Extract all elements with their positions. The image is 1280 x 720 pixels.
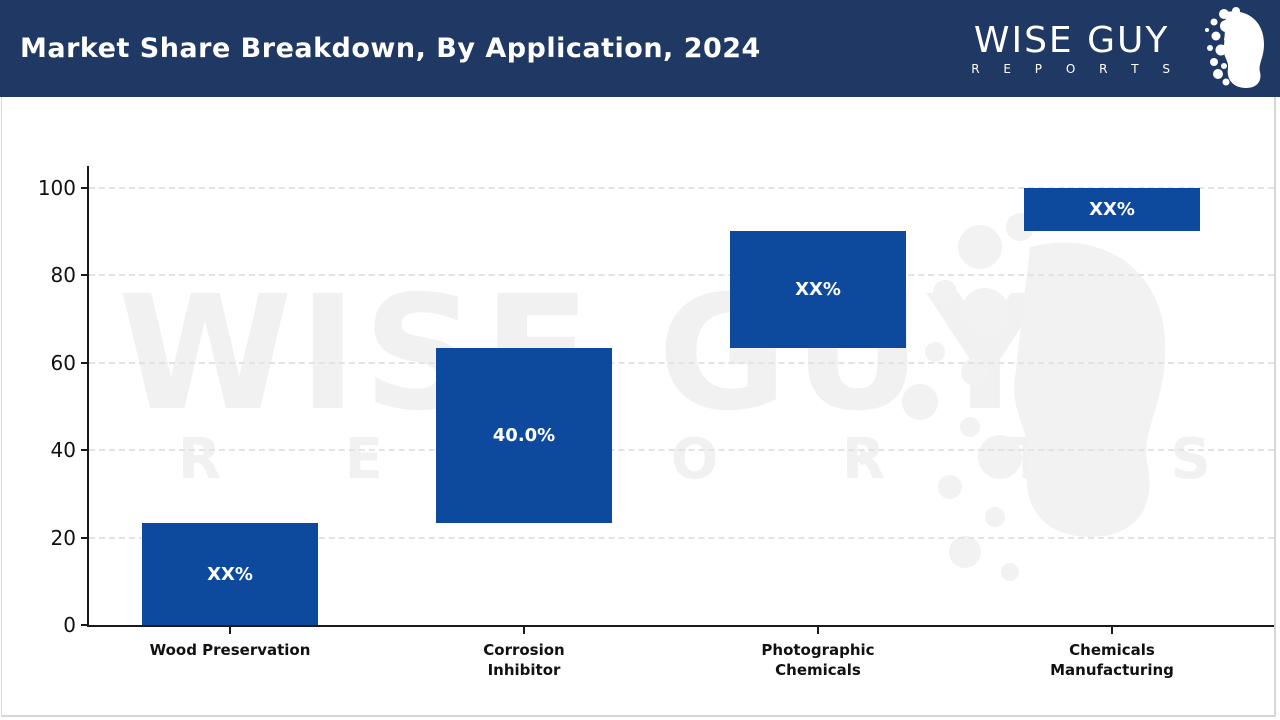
category-label: Chemicals Manufacturing: [1050, 641, 1174, 679]
y-tick-mark: [81, 536, 88, 539]
x-tick-mark: [523, 627, 525, 634]
y-tick-label: 0: [63, 613, 76, 637]
brand-logo: WISE GUY R E P O R T S: [963, 6, 1280, 92]
y-tick-label: 60: [50, 350, 76, 375]
y-tick-mark: [81, 449, 88, 451]
gridline: [89, 449, 1274, 451]
category-label: Wood Preservation: [149, 641, 311, 659]
bar-value-label: XX%: [795, 279, 841, 301]
brand-name: WISE GUY: [973, 19, 1170, 61]
x-tick-mark: [817, 627, 819, 634]
y-tick-label: 40: [50, 438, 76, 462]
gridline: [89, 536, 1274, 539]
y-tick-label: 80: [50, 263, 76, 287]
bar-value-label: 40.0%: [492, 425, 556, 447]
y-tick-mark: [81, 624, 88, 626]
x-tick-mark: [1111, 627, 1113, 634]
x-axis-line: [87, 625, 1274, 627]
brand-logo-text: WISE GUY R E P O R T S: [963, 19, 1180, 76]
category-label: Corrosion Inhibitor: [483, 641, 565, 679]
brand-subtitle: R E P O R T S: [971, 61, 1180, 76]
y-tick-label: 20: [50, 525, 76, 550]
bar: XX%: [142, 523, 318, 625]
face-profile-icon: [1205, 6, 1264, 88]
y-tick-label: 100: [37, 175, 76, 200]
y-axis-line: [87, 165, 89, 627]
gridline: [89, 186, 1274, 189]
y-tick-mark: [81, 361, 88, 364]
bar-value-label: XX%: [207, 563, 253, 585]
page-title: Market Share Breakdown, By Application, …: [20, 33, 761, 64]
gridline: [89, 274, 1274, 276]
gridline: [89, 361, 1274, 364]
header-bar: Market Share Breakdown, By Application, …: [0, 0, 1280, 97]
x-tick-mark: [229, 627, 231, 634]
bar: XX%: [730, 231, 906, 349]
y-tick-mark: [81, 274, 88, 276]
category-label: Photographic Chemicals: [761, 641, 875, 679]
bar: 40.0%: [436, 348, 612, 524]
bar-value-label: XX%: [1089, 198, 1135, 220]
y-tick-mark: [81, 186, 88, 189]
bar: XX%: [1024, 187, 1200, 232]
